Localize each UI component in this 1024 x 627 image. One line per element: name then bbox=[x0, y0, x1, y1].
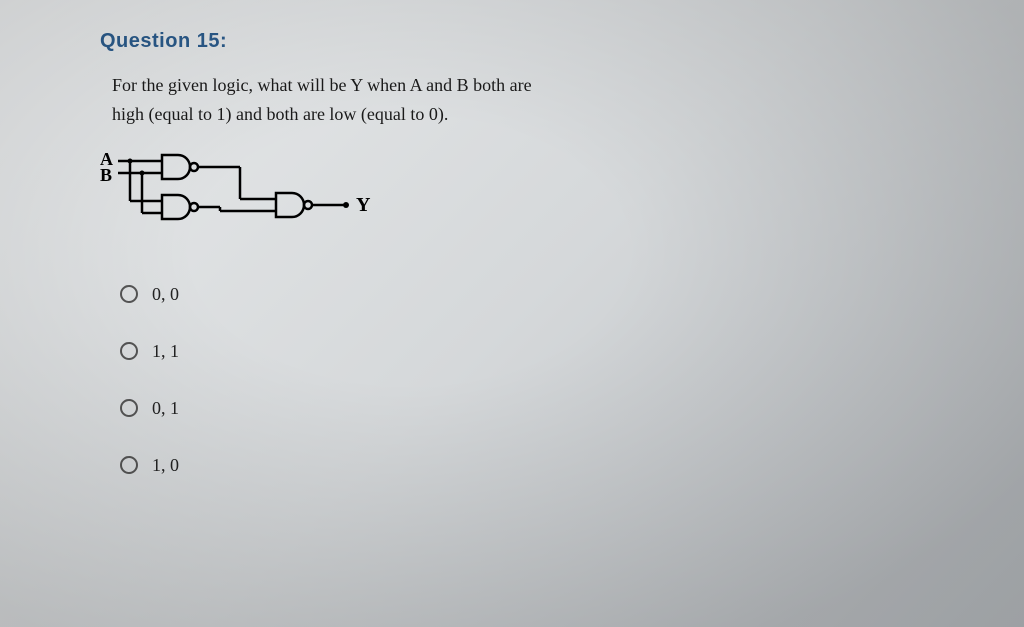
option-d[interactable]: 1, 0 bbox=[120, 455, 924, 476]
logic-circuit-diagram: A B bbox=[100, 149, 924, 254]
svg-text:B: B bbox=[100, 165, 112, 185]
options-list: 0, 0 1, 1 0, 1 1, 0 bbox=[120, 284, 924, 476]
question-text: For the given logic, what will be Y when… bbox=[112, 71, 532, 129]
option-c[interactable]: 0, 1 bbox=[120, 398, 924, 419]
option-label: 1, 1 bbox=[152, 341, 179, 362]
option-label: 0, 1 bbox=[152, 398, 179, 419]
question-page: Question 15: For the given logic, what w… bbox=[0, 0, 1024, 627]
option-b[interactable]: 1, 1 bbox=[120, 341, 924, 362]
question-number: Question 15: bbox=[100, 30, 924, 53]
radio-icon bbox=[120, 342, 138, 360]
circuit-svg: A B bbox=[100, 149, 380, 249]
svg-text:Y: Y bbox=[356, 194, 371, 216]
option-a[interactable]: 0, 0 bbox=[120, 284, 924, 305]
option-label: 1, 0 bbox=[152, 455, 179, 476]
radio-icon bbox=[120, 399, 138, 417]
radio-icon bbox=[120, 456, 138, 474]
radio-icon bbox=[120, 285, 138, 303]
option-label: 0, 0 bbox=[152, 284, 179, 305]
